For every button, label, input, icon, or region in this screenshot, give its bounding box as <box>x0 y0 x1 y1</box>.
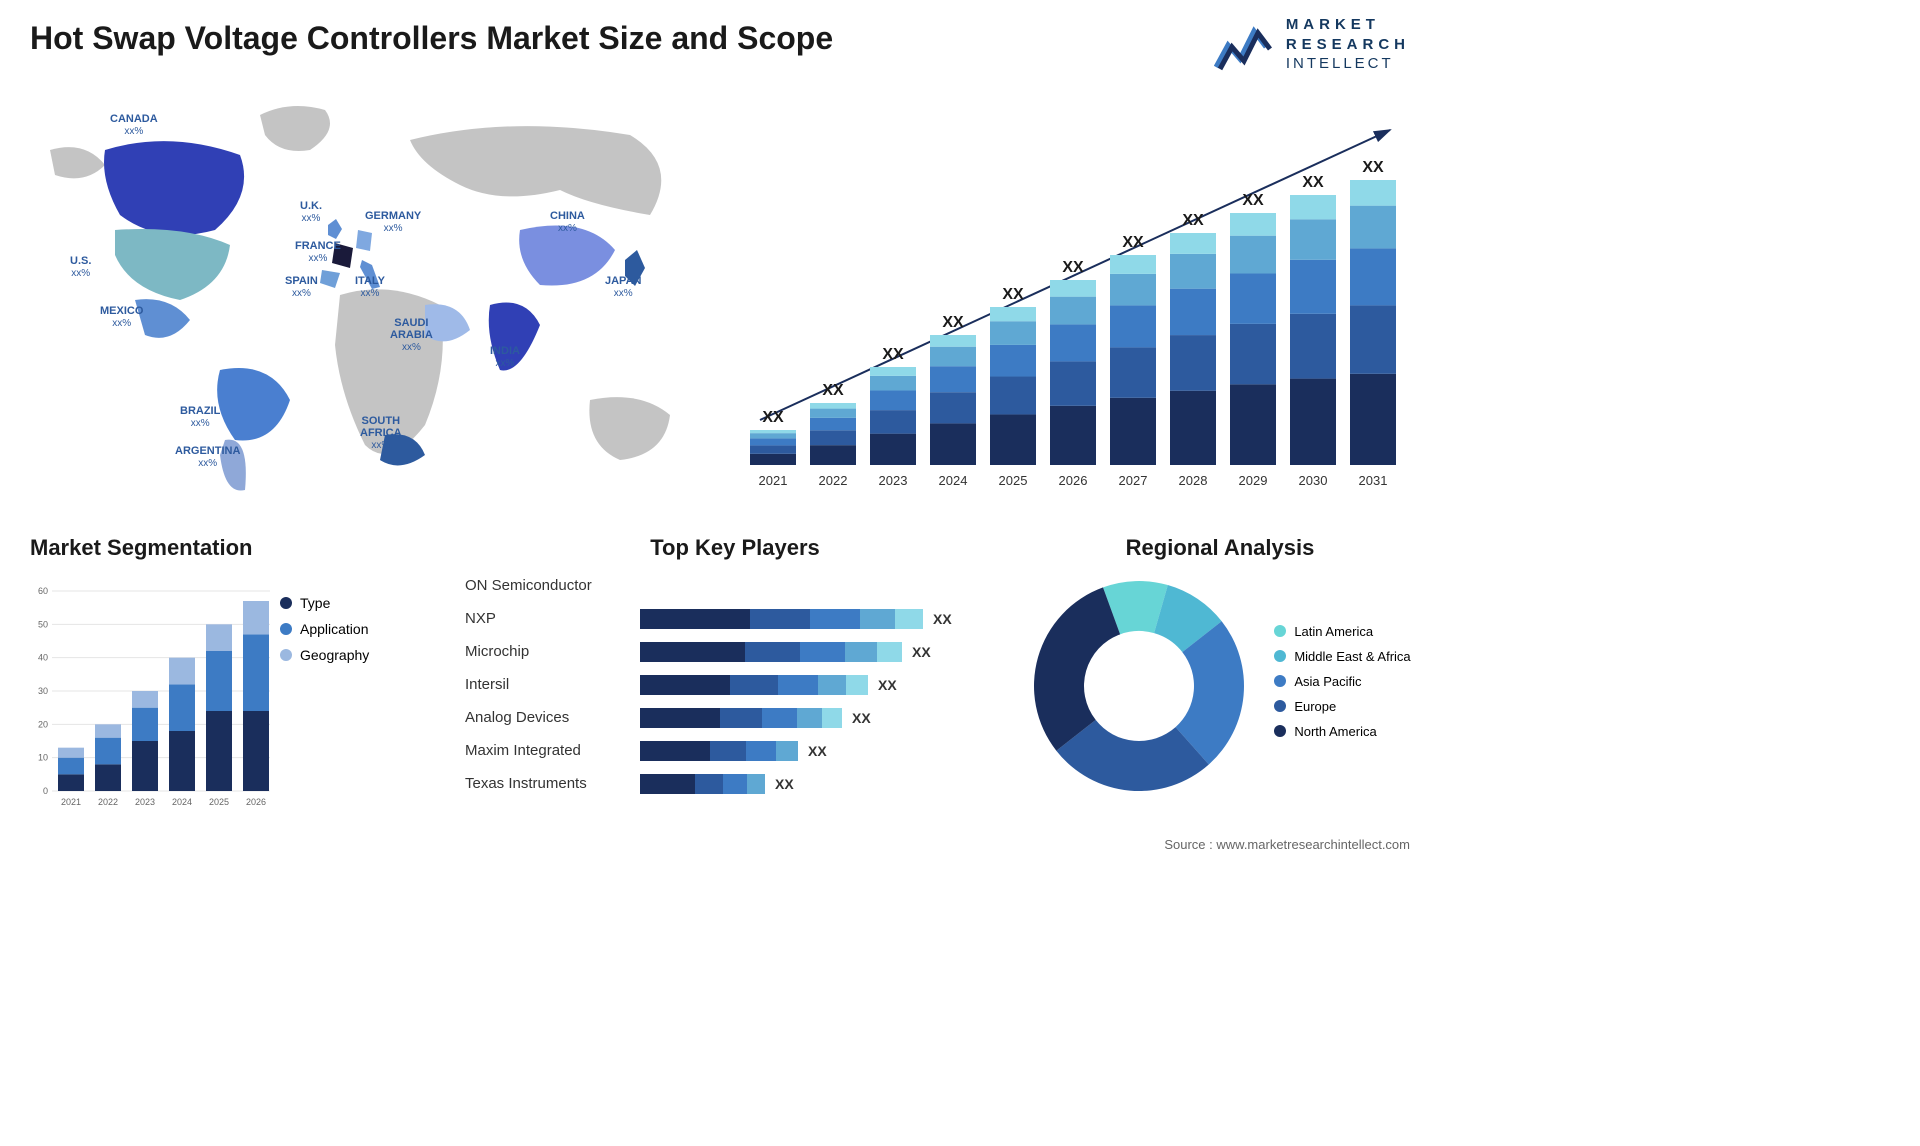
brand-logo: MARKET RESEARCH INTELLECT <box>1214 15 1410 74</box>
svg-text:2022: 2022 <box>819 473 848 488</box>
map-label: MEXICOxx% <box>100 305 143 329</box>
player-row: MicrochipXX <box>465 635 1005 668</box>
svg-text:2025: 2025 <box>999 473 1028 488</box>
regional-legend-item: Latin America <box>1274 624 1410 639</box>
map-label: ITALYxx% <box>355 275 385 299</box>
svg-text:XX: XX <box>1182 212 1204 229</box>
players-section: Top Key Players ON SemiconductorNXPXXMic… <box>465 535 1005 800</box>
growth-chart-svg: XX 2021 XX 2022 XX 2023 XX 2024 XX 2025 XX 2026 XX 20… <box>730 100 1410 500</box>
svg-text:XX: XX <box>1122 234 1144 251</box>
brand-text: MARKET RESEARCH INTELLECT <box>1286 15 1410 74</box>
svg-text:XX: XX <box>1362 159 1384 176</box>
player-row: Maxim IntegratedXX <box>465 734 1005 767</box>
growth-chart: XX 2021 XX 2022 XX 2023 XX 2024 XX 2025 XX 2026 XX 20… <box>730 100 1410 500</box>
svg-text:XX: XX <box>1062 259 1084 276</box>
player-row: Analog DevicesXX <box>465 701 1005 734</box>
svg-text:XX: XX <box>942 314 964 331</box>
map-label: SOUTHAFRICAxx% <box>360 415 402 451</box>
svg-text:2024: 2024 <box>939 473 968 488</box>
segmentation-legend-item: Type <box>280 595 369 611</box>
regional-section: Regional Analysis Latin America Middle Ea… <box>1020 535 1420 796</box>
player-row: NXPXX <box>465 602 1005 635</box>
map-label: ARGENTINAxx% <box>175 445 240 469</box>
svg-text:60: 60 <box>38 586 48 596</box>
svg-text:2031: 2031 <box>1359 473 1388 488</box>
segmentation-legend-item: Geography <box>280 647 369 663</box>
map-label: INDIAxx% <box>490 345 520 369</box>
svg-text:40: 40 <box>38 653 48 663</box>
regional-legend-item: North America <box>1274 724 1410 739</box>
map-label: FRANCExx% <box>295 240 341 264</box>
brand-icon <box>1214 17 1274 72</box>
map-label: GERMANYxx% <box>365 210 421 234</box>
svg-text:2024: 2024 <box>172 797 192 807</box>
svg-text:XX: XX <box>822 382 844 399</box>
map-label: U.S.xx% <box>70 255 91 279</box>
player-row: Texas InstrumentsXX <box>465 767 1005 800</box>
svg-text:XX: XX <box>1302 174 1324 191</box>
world-map: CANADAxx% U.S.xx% MEXICOxx% BRAZILxx% ARGENT… <box>30 95 710 495</box>
svg-text:2027: 2027 <box>1119 473 1148 488</box>
regional-legend-item: Middle East & Africa <box>1274 649 1410 664</box>
svg-text:2030: 2030 <box>1299 473 1328 488</box>
player-row: ON Semiconductor <box>465 569 1005 602</box>
segmentation-legend: Type Application Geography <box>280 595 369 673</box>
svg-text:2021: 2021 <box>61 797 81 807</box>
player-row: IntersilXX <box>465 668 1005 701</box>
map-label: CANADAxx% <box>110 113 158 137</box>
regional-legend-item: Asia Pacific <box>1274 674 1410 689</box>
svg-text:2026: 2026 <box>246 797 266 807</box>
donut-chart <box>1029 576 1249 796</box>
map-label: JAPANxx% <box>605 275 641 299</box>
page-title: Hot Swap Voltage Controllers Market Size… <box>30 20 833 57</box>
svg-text:2029: 2029 <box>1239 473 1268 488</box>
segmentation-title: Market Segmentation <box>30 535 450 561</box>
svg-text:2021: 2021 <box>759 473 788 488</box>
map-label: SAUDIARABIAxx% <box>390 317 433 353</box>
regional-legend-item: Europe <box>1274 699 1410 714</box>
svg-text:XX: XX <box>762 409 784 426</box>
map-label: CHINAxx% <box>550 210 585 234</box>
regional-legend: Latin America Middle East & Africa Asia Pa… <box>1274 624 1410 749</box>
svg-text:2023: 2023 <box>135 797 155 807</box>
svg-text:XX: XX <box>1002 286 1024 303</box>
svg-text:50: 50 <box>38 619 48 629</box>
svg-text:30: 30 <box>38 686 48 696</box>
svg-text:0: 0 <box>43 786 48 796</box>
source-text: Source : www.marketresearchintellect.com <box>1164 837 1410 852</box>
svg-text:10: 10 <box>38 753 48 763</box>
svg-text:2026: 2026 <box>1059 473 1088 488</box>
svg-text:20: 20 <box>38 719 48 729</box>
segmentation-chart: 0 10 20 30 40 50 60 2021 2022 2023 2024 2025 2026 <box>30 576 270 811</box>
segmentation-section: Market Segmentation 0 10 20 30 40 50 60 2021 202… <box>30 535 450 811</box>
segmentation-legend-item: Application <box>280 621 369 637</box>
map-label: U.K.xx% <box>300 200 322 224</box>
players-list: ON SemiconductorNXPXXMicrochipXXIntersil… <box>465 569 1005 800</box>
regional-title: Regional Analysis <box>1020 535 1420 561</box>
svg-text:XX: XX <box>882 346 904 363</box>
svg-text:2025: 2025 <box>209 797 229 807</box>
svg-text:2028: 2028 <box>1179 473 1208 488</box>
map-label: SPAINxx% <box>285 275 318 299</box>
svg-text:2022: 2022 <box>98 797 118 807</box>
map-label: BRAZILxx% <box>180 405 220 429</box>
players-title: Top Key Players <box>465 535 1005 561</box>
svg-text:2023: 2023 <box>879 473 908 488</box>
svg-text:XX: XX <box>1242 192 1264 209</box>
